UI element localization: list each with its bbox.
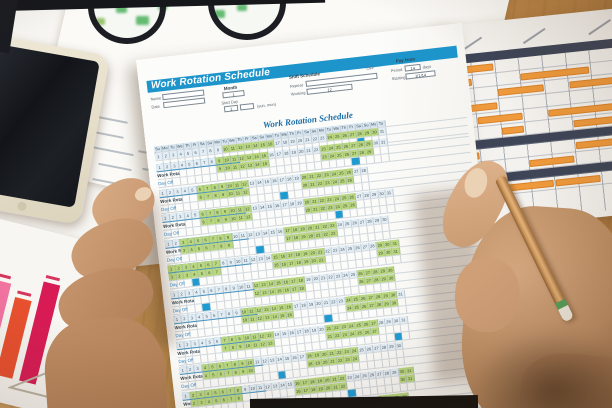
day-cell: 31 — [391, 239, 400, 248]
day-cell — [396, 281, 404, 289]
chart-bar-label — [0, 273, 12, 280]
chart-bar-label — [17, 290, 32, 297]
day-cell: 31 — [385, 188, 394, 197]
name-field-label: Name — [150, 95, 162, 102]
day-cell: 31 — [405, 366, 414, 374]
day-cell: 31 — [378, 127, 387, 135]
period-unit: days — [422, 63, 432, 70]
start-day-box: 1 — [223, 104, 239, 112]
day-cell — [392, 255, 402, 264]
day-cell — [397, 298, 406, 306]
day-cell — [407, 382, 416, 390]
day-cell — [386, 196, 395, 205]
starting-box: 1/1/14 — [405, 70, 436, 80]
day-cell: 31 — [406, 374, 415, 382]
off-label: OFF — [366, 65, 375, 71]
gantt-diagonal-label — [522, 27, 546, 45]
bottom-right-shadow — [468, 330, 612, 408]
day-cell: 31 — [391, 247, 401, 256]
day-cell — [380, 146, 389, 154]
start-day-note: (sun, mon) — [256, 101, 277, 109]
starting-label: Starting — [391, 74, 406, 82]
working-label: Working — [290, 90, 306, 97]
day-cell — [395, 273, 403, 281]
repeat-label: Repeat — [289, 82, 304, 89]
day-cell — [404, 357, 412, 365]
period-label: Period — [390, 66, 403, 74]
smartphone-home-button — [16, 201, 28, 212]
period-box: 14 — [404, 63, 421, 72]
day-cell: Tu — [377, 120, 386, 128]
gantt-diagonal-label — [588, 18, 612, 36]
day-cell — [387, 204, 396, 213]
day-cell — [394, 265, 402, 273]
day-cell: 31 — [396, 290, 406, 298]
start-day-box2 — [239, 102, 255, 111]
date-field-box — [162, 97, 206, 108]
day-cell: 31 — [379, 138, 388, 146]
day-cell: 31 — [399, 315, 408, 324]
left-palm — [41, 314, 171, 408]
day-cell — [382, 163, 390, 171]
month-value-box: 1 — [222, 89, 245, 98]
day-cell — [388, 214, 396, 222]
left-hand — [38, 168, 184, 408]
day-cell — [381, 153, 390, 162]
day-cell — [400, 323, 409, 332]
day-cell — [401, 331, 410, 340]
day-cell — [383, 171, 391, 179]
day-cell — [384, 179, 392, 187]
document-title: Work Rotation Schedule — [150, 66, 271, 92]
day-cell — [389, 222, 397, 230]
day-cell — [398, 306, 407, 314]
day-cell — [404, 349, 412, 357]
day-cell — [390, 230, 398, 238]
day-cell — [403, 341, 411, 349]
date-field-label: Date — [151, 103, 161, 110]
